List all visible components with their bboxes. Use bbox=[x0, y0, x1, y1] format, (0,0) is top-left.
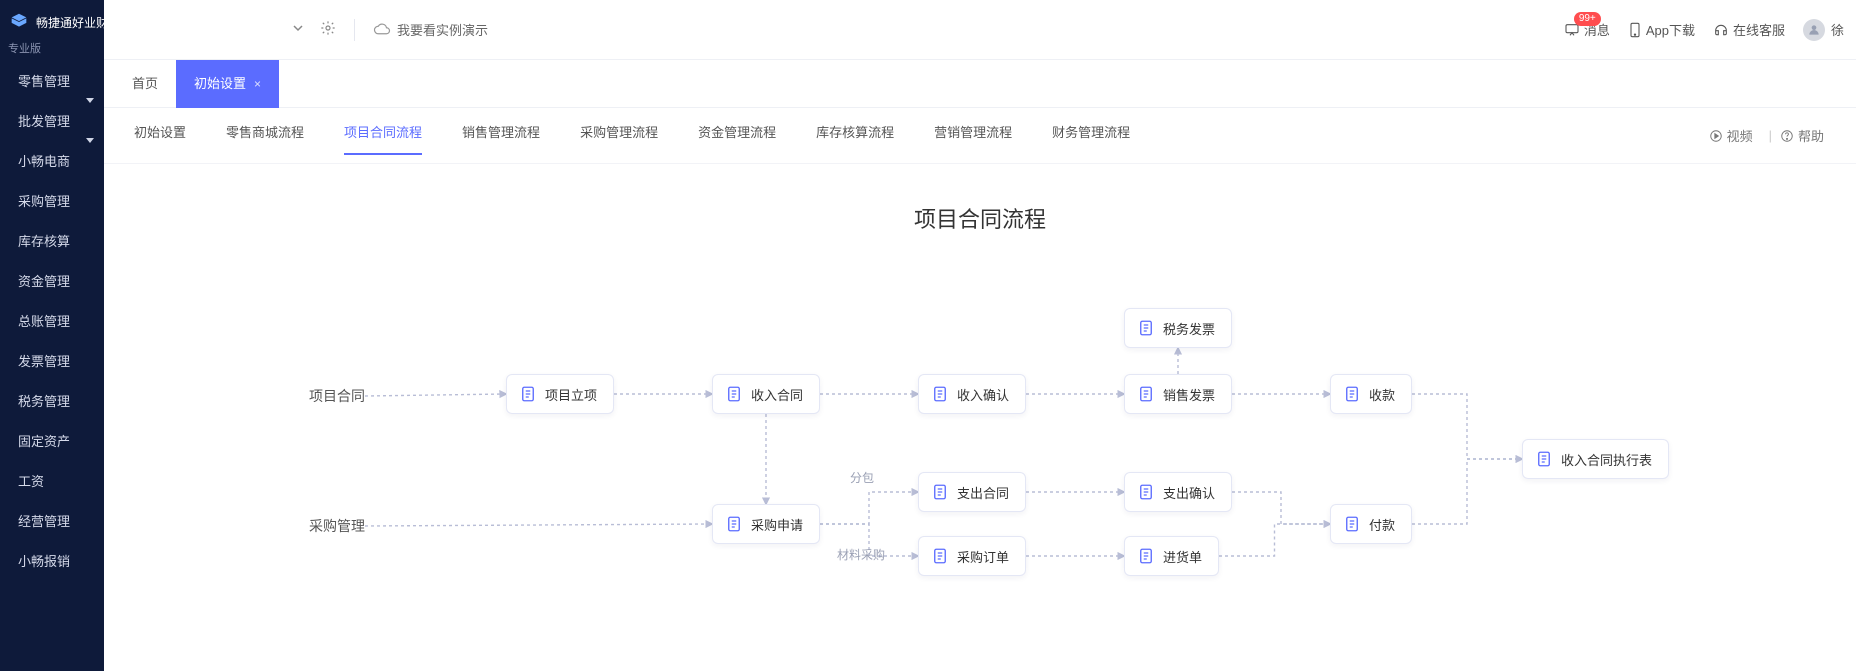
username: 徐 bbox=[1831, 20, 1844, 39]
app-download-button[interactable]: App下载 bbox=[1628, 20, 1695, 39]
settings-button[interactable] bbox=[320, 20, 336, 39]
flow-node-label: 销售发票 bbox=[1163, 385, 1215, 404]
messages-button[interactable]: 消息 99+ bbox=[1564, 20, 1610, 39]
sidebar-item[interactable]: 资金管理 bbox=[0, 262, 104, 302]
flow-node-label: 收入合同执行表 bbox=[1561, 450, 1652, 469]
sidebar: 畅捷通好业财 专业版 零售管理批发管理小畅电商采购管理库存核算资金管理总账管理发… bbox=[0, 0, 104, 671]
flow-title: 项目合同流程 bbox=[104, 202, 1856, 234]
flow-diagram: 项目合同采购管理 项目立项 收入合同 收入确认 销售发票 收款 税务发票 采购申… bbox=[104, 294, 1856, 654]
flow-node-label: 项目立项 bbox=[545, 385, 597, 404]
topbar: 我要看实例演示 消息 99+ App下载 在线客服 徐 bbox=[104, 0, 1856, 60]
sidebar-item[interactable]: 库存核算 bbox=[0, 222, 104, 262]
sub-tab[interactable]: 零售商城流程 bbox=[226, 116, 304, 155]
flow-node[interactable]: 收入合同 bbox=[712, 374, 820, 414]
customer-service-button[interactable]: 在线客服 bbox=[1713, 20, 1785, 39]
flow-node-label: 采购订单 bbox=[957, 547, 1009, 566]
org-switcher[interactable] bbox=[132, 22, 304, 37]
sidebar-item[interactable]: 总账管理 bbox=[0, 302, 104, 342]
flow-node[interactable]: 收入确认 bbox=[918, 374, 1026, 414]
sidebar-item[interactable]: 固定资产 bbox=[0, 422, 104, 462]
sidebar-item[interactable]: 发票管理 bbox=[0, 342, 104, 382]
flow-node-label: 收款 bbox=[1369, 385, 1395, 404]
sidebar-item[interactable]: 经营管理 bbox=[0, 502, 104, 542]
help-area: 视频 | 帮助 bbox=[1703, 126, 1856, 145]
sidebar-item[interactable]: 批发管理 bbox=[0, 102, 104, 142]
sidebar-item[interactable]: 小畅报销 bbox=[0, 542, 104, 582]
flow-node[interactable]: 支出合同 bbox=[918, 472, 1026, 512]
sidebar-item[interactable]: 工资 bbox=[0, 462, 104, 502]
flow-node[interactable]: 采购申请 bbox=[712, 504, 820, 544]
demo-link-label: 我要看实例演示 bbox=[397, 20, 488, 39]
brand-logo-icon bbox=[8, 11, 30, 33]
sidebar-item[interactable]: 小畅电商 bbox=[0, 142, 104, 182]
flow-node[interactable]: 付款 bbox=[1330, 504, 1412, 544]
chevron-down-icon bbox=[292, 22, 304, 34]
flow-node[interactable]: 支出确认 bbox=[1124, 472, 1232, 512]
brand: 畅捷通好业财 bbox=[0, 0, 104, 44]
sub-tab[interactable]: 项目合同流程 bbox=[344, 116, 422, 155]
sub-tab[interactable]: 销售管理流程 bbox=[462, 116, 540, 155]
brand-edition: 专业版 bbox=[0, 40, 104, 56]
flow-node-label: 进货单 bbox=[1163, 547, 1202, 566]
flow-node[interactable]: 收入合同执行表 bbox=[1522, 439, 1669, 479]
help-icon bbox=[1780, 129, 1794, 143]
sidebar-item[interactable]: 采购管理 bbox=[0, 182, 104, 222]
sub-tab[interactable]: 财务管理流程 bbox=[1052, 116, 1130, 155]
flow-node-label: 收入合同 bbox=[751, 385, 803, 404]
flow-start-label: 项目合同 bbox=[309, 386, 365, 406]
close-icon[interactable]: × bbox=[254, 77, 261, 91]
flow-node-label: 支出合同 bbox=[957, 483, 1009, 502]
sub-tab[interactable]: 资金管理流程 bbox=[698, 116, 776, 155]
sub-tab[interactable]: 营销管理流程 bbox=[934, 116, 1012, 155]
app-download-label: App下载 bbox=[1646, 20, 1695, 39]
avatar[interactable] bbox=[1803, 19, 1825, 41]
video-link[interactable]: 视频 bbox=[1727, 126, 1753, 145]
cloud-icon bbox=[373, 23, 391, 37]
flow-node[interactable]: 项目立项 bbox=[506, 374, 614, 414]
flow-node-label: 支出确认 bbox=[1163, 483, 1215, 502]
page-tab[interactable]: 初始设置× bbox=[176, 60, 279, 108]
flow-node-label: 付款 bbox=[1369, 515, 1395, 534]
sub-tabs: 初始设置 零售商城流程 项目合同流程 销售管理流程 采购管理流程 资金管理流程 库存核算流程… bbox=[104, 108, 1856, 164]
flow-node[interactable]: 采购订单 bbox=[918, 536, 1026, 576]
messages-badge: 99+ bbox=[1574, 12, 1601, 26]
flow-node[interactable]: 税务发票 bbox=[1124, 308, 1232, 348]
sub-tab[interactable]: 采购管理流程 bbox=[580, 116, 658, 155]
flow-start-label: 采购管理 bbox=[309, 516, 365, 536]
play-icon bbox=[1709, 129, 1723, 143]
brand-name: 畅捷通好业财 bbox=[36, 14, 108, 31]
topbar-divider bbox=[354, 19, 355, 41]
headset-icon bbox=[1713, 22, 1729, 38]
sub-tab[interactable]: 初始设置 bbox=[134, 116, 186, 155]
flow-node-label: 采购申请 bbox=[751, 515, 803, 534]
sidebar-item[interactable]: 零售管理 bbox=[0, 62, 104, 102]
phone-icon bbox=[1628, 22, 1642, 38]
help-divider: | bbox=[1769, 128, 1772, 143]
sub-tab[interactable]: 库存核算流程 bbox=[816, 116, 894, 155]
topbar-right: 消息 99+ App下载 在线客服 徐 bbox=[1546, 19, 1856, 41]
flow-node-label: 税务发票 bbox=[1163, 319, 1215, 338]
flow-node[interactable]: 收款 bbox=[1330, 374, 1412, 414]
flow-node[interactable]: 销售发票 bbox=[1124, 374, 1232, 414]
page-tabs: 首页初始设置× bbox=[104, 60, 1856, 108]
flow-canvas: 项目合同流程 项目合同采购管理 项目立项 收入合同 收入确认 销售发票 收款 税… bbox=[104, 164, 1856, 671]
customer-service-label: 在线客服 bbox=[1733, 20, 1785, 39]
flow-edge-label: 分包 bbox=[850, 469, 874, 486]
demo-link[interactable]: 我要看实例演示 bbox=[373, 20, 488, 39]
sidebar-item[interactable]: 税务管理 bbox=[0, 382, 104, 422]
page-tab[interactable]: 首页 bbox=[114, 60, 176, 108]
flow-node-label: 收入确认 bbox=[957, 385, 1009, 404]
flow-edge-label: 材料采购 bbox=[837, 546, 885, 563]
user-icon bbox=[1807, 23, 1821, 37]
flow-node[interactable]: 进货单 bbox=[1124, 536, 1219, 576]
help-link[interactable]: 帮助 bbox=[1798, 126, 1824, 145]
gear-icon bbox=[320, 20, 336, 36]
